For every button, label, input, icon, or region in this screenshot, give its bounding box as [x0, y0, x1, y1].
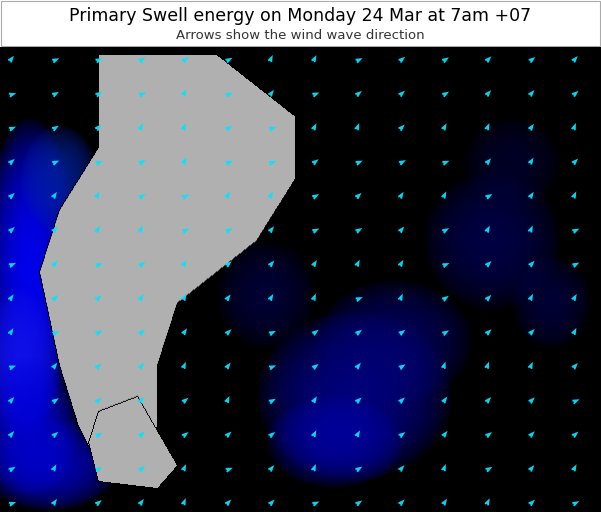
Text: Arrows show the wind wave direction: Arrows show the wind wave direction: [176, 29, 425, 42]
Text: Primary Swell energy on Monday 24 Mar at 7am +07: Primary Swell energy on Monday 24 Mar at…: [70, 7, 531, 25]
FancyBboxPatch shape: [1, 1, 600, 46]
